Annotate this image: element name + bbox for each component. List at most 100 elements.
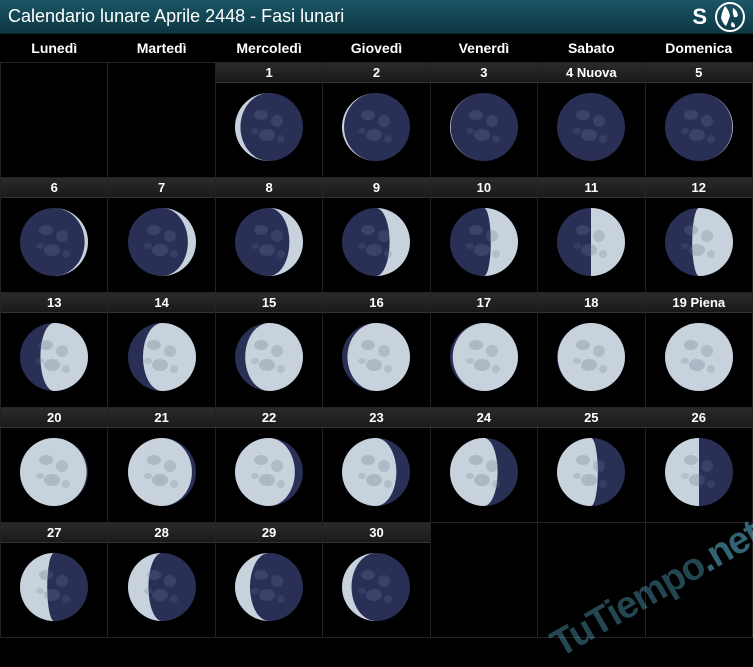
moon-phase-icon — [555, 321, 627, 393]
moon-phase-icon — [340, 321, 412, 393]
day-label: 17 — [431, 293, 537, 313]
calendar-row: 13 14 15 — [1, 293, 753, 408]
moon-container — [108, 313, 214, 401]
weekday-header: Giovedì — [323, 34, 430, 63]
calendar-cell[interactable]: 24 — [430, 408, 537, 523]
moon-phase-icon — [448, 436, 520, 508]
moon-container — [108, 198, 214, 286]
moon-container — [538, 198, 644, 286]
moon-phase-icon — [18, 321, 90, 393]
weekday-header: Venerdì — [430, 34, 537, 63]
calendar-cell[interactable]: 15 — [215, 293, 322, 408]
moon-container — [538, 428, 644, 516]
day-label: 10 — [431, 178, 537, 198]
moon-container — [1, 543, 107, 631]
moon-phase-icon — [233, 321, 305, 393]
calendar-cell[interactable]: 7 — [108, 178, 215, 293]
calendar-row: 20 21 22 — [1, 408, 753, 523]
day-label: 20 — [1, 408, 107, 428]
calendar-cell[interactable]: 29 — [215, 523, 322, 638]
day-label: 27 — [1, 523, 107, 543]
moon-container — [323, 198, 429, 286]
calendar-cell[interactable]: 5 — [645, 63, 752, 178]
moon-phase-icon — [126, 206, 198, 278]
weekday-header: Martedì — [108, 34, 215, 63]
calendar-cell[interactable]: 17 — [430, 293, 537, 408]
calendar-cell[interactable]: 3 — [430, 63, 537, 178]
moon-phase-icon — [233, 436, 305, 508]
weekday-header: Domenica — [645, 34, 752, 63]
empty-cell — [538, 523, 645, 638]
moon-phase-icon — [18, 551, 90, 623]
calendar-cell[interactable]: 6 — [1, 178, 108, 293]
moon-container — [1, 198, 107, 286]
moon-phase-icon — [340, 91, 412, 163]
weekday-header: Mercoledì — [215, 34, 322, 63]
moon-phase-icon — [448, 206, 520, 278]
moon-container — [431, 83, 537, 171]
calendar-row: 6 7 8 — [1, 178, 753, 293]
calendar-cell[interactable]: 26 — [645, 408, 752, 523]
calendar-body: 1 2 3 — [1, 63, 753, 638]
day-label: 14 — [108, 293, 214, 313]
moon-container — [323, 428, 429, 516]
calendar-cell[interactable]: 1 — [215, 63, 322, 178]
calendar-cell[interactable]: 28 — [108, 523, 215, 638]
moon-container — [323, 83, 429, 171]
moon-container — [323, 313, 429, 401]
weekday-header: Lunedì — [1, 34, 108, 63]
day-label: 23 — [323, 408, 429, 428]
moon-phase-icon — [18, 206, 90, 278]
calendar-cell[interactable]: 8 — [215, 178, 322, 293]
calendar-cell[interactable]: 30 — [323, 523, 430, 638]
calendar-cell[interactable]: 4 Nuova — [538, 63, 645, 178]
day-label: 12 — [646, 178, 752, 198]
day-label: 2 — [323, 63, 429, 83]
calendar-cell[interactable]: 23 — [323, 408, 430, 523]
day-label: 3 — [431, 63, 537, 83]
calendar-cell[interactable]: 22 — [215, 408, 322, 523]
calendar-cell[interactable]: 16 — [323, 293, 430, 408]
calendar-cell[interactable]: 14 — [108, 293, 215, 408]
header-right: S — [692, 2, 745, 32]
calendar-cell[interactable]: 12 — [645, 178, 752, 293]
moon-container — [216, 198, 322, 286]
moon-phase-icon — [340, 436, 412, 508]
moon-container — [431, 198, 537, 286]
calendar-table: LunedìMartedìMercoledìGiovedìVenerdìSaba… — [0, 34, 753, 638]
calendar-row: 27 28 29 — [1, 523, 753, 638]
calendar-cell[interactable]: 18 — [538, 293, 645, 408]
moon-phase-icon — [448, 321, 520, 393]
calendar-cell[interactable]: 21 — [108, 408, 215, 523]
day-label: 4 Nuova — [538, 63, 644, 83]
day-label: 22 — [216, 408, 322, 428]
calendar-cell[interactable]: 9 — [323, 178, 430, 293]
moon-container — [216, 83, 322, 171]
calendar-cell[interactable]: 10 — [430, 178, 537, 293]
moon-phase-icon — [555, 436, 627, 508]
moon-container — [323, 543, 429, 631]
empty-cell — [430, 523, 537, 638]
moon-phase-icon — [555, 206, 627, 278]
hemisphere-badge: S — [692, 4, 707, 30]
empty-cell — [1, 63, 108, 178]
day-label: 26 — [646, 408, 752, 428]
moon-container — [216, 428, 322, 516]
calendar-cell[interactable]: 11 — [538, 178, 645, 293]
moon-phase-icon — [233, 206, 305, 278]
calendar-cell[interactable]: 2 — [323, 63, 430, 178]
day-label: 16 — [323, 293, 429, 313]
calendar-cell[interactable]: 13 — [1, 293, 108, 408]
day-label: 9 — [323, 178, 429, 198]
moon-container — [108, 428, 214, 516]
day-label: 15 — [216, 293, 322, 313]
moon-container — [1, 428, 107, 516]
calendar-cell[interactable]: 19 Piena — [645, 293, 752, 408]
calendar-cell[interactable]: 20 — [1, 408, 108, 523]
moon-phase-icon — [340, 551, 412, 623]
moon-phase-icon — [126, 436, 198, 508]
calendar-cell[interactable]: 25 — [538, 408, 645, 523]
page-title: Calendario lunare Aprile 2448 - Fasi lun… — [8, 6, 344, 27]
calendar-cell[interactable]: 27 — [1, 523, 108, 638]
calendar-header: Calendario lunare Aprile 2448 - Fasi lun… — [0, 0, 753, 34]
